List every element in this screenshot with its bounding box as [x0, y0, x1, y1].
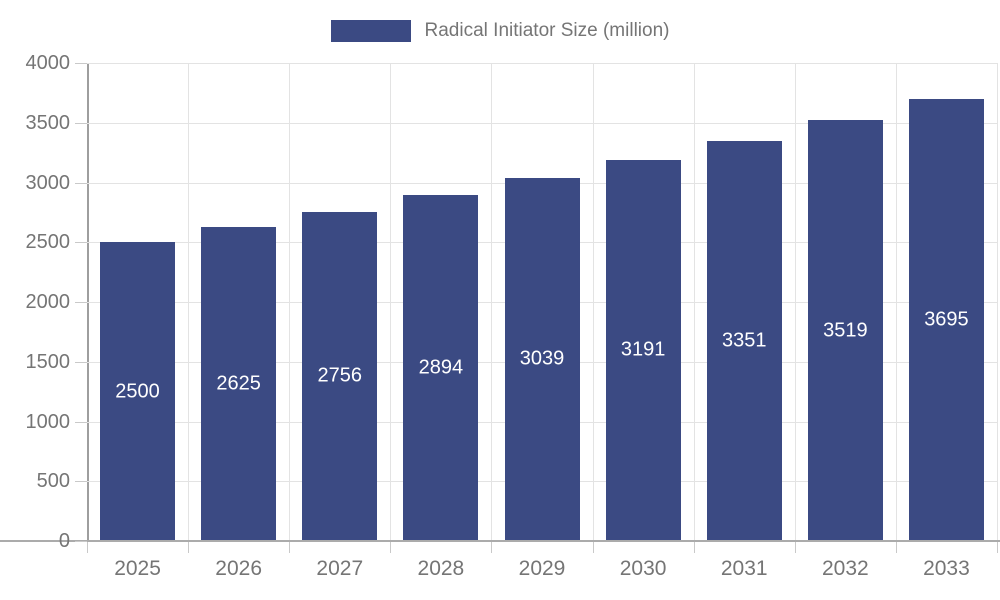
gridline-horizontal [87, 122, 997, 124]
bar-value-label: 3519 [823, 319, 868, 342]
x-axis-label: 2029 [518, 557, 566, 580]
bar-value-label: 3695 [924, 308, 969, 331]
bar-value-label: 2625 [216, 372, 261, 395]
bar[interactable]: 2500 [100, 242, 176, 541]
y-axis-tick [75, 302, 87, 303]
plot-area: 2500 2625 2756 2894 3039 3191 3351 3519 3695 [87, 63, 998, 541]
y-axis-label: 3500 [25, 111, 71, 134]
y-axis-tick [75, 541, 87, 542]
x-axis-tick [592, 542, 594, 553]
bar[interactable]: 3695 [908, 99, 984, 541]
y-axis-tick [75, 122, 87, 124]
y-axis-tick [75, 421, 87, 423]
y-axis-label: 500 [36, 470, 70, 493]
y-axis-label: 2500 [25, 231, 71, 254]
bar[interactable]: 2625 [201, 227, 277, 541]
legend-label: Radical Initiator Size (million) [424, 20, 670, 41]
bar-value-label: 3191 [620, 338, 666, 361]
y-axis-tick [75, 361, 87, 363]
x-axis-tick [794, 542, 796, 553]
bar[interactable]: 2894 [403, 195, 479, 541]
gridline-vertical [188, 63, 190, 541]
gridline-vertical [289, 63, 291, 541]
gridline-vertical [390, 63, 392, 541]
bar[interactable]: 3519 [807, 120, 883, 541]
x-axis-tick [895, 542, 897, 553]
y-axis-label: 0 [58, 530, 70, 552]
bar-value-label: 2894 [418, 356, 464, 379]
x-axis-label: 2025 [114, 557, 161, 580]
x-axis-label: 2028 [417, 557, 465, 580]
x-axis-label: 2027 [316, 557, 364, 580]
x-axis-tick [390, 542, 392, 553]
bar-value-label: 2756 [317, 364, 363, 387]
y-axis-label: 1000 [25, 410, 71, 433]
y-axis-label: 4000 [25, 52, 71, 74]
gridline-vertical [997, 63, 998, 541]
y-axis-label: 2000 [25, 291, 71, 313]
bar-value-label: 3351 [721, 329, 767, 352]
x-axis-label: 2031 [720, 557, 768, 580]
gridline-vertical [895, 63, 897, 541]
legend-swatch [330, 20, 411, 42]
bar-value-label: 3039 [519, 347, 565, 370]
bar-value-label: 2500 [115, 380, 160, 403]
x-axis-label: 2033 [923, 557, 970, 580]
x-axis-tick [188, 542, 190, 553]
y-axis-label: 3000 [25, 171, 71, 194]
x-axis-line [0, 540, 1000, 542]
gridline-vertical [491, 63, 493, 541]
bar[interactable]: 3039 [504, 177, 580, 541]
y-axis-label: 1500 [25, 350, 71, 373]
bar[interactable]: 3191 [605, 159, 681, 541]
y-axis-tick [75, 63, 87, 64]
bar[interactable]: 2756 [302, 211, 378, 541]
x-axis-label: 2030 [619, 557, 667, 580]
y-axis-tick [75, 242, 87, 244]
x-axis-label: 2032 [821, 557, 869, 580]
legend[interactable]: Radical Initiator Size (million) [0, 16, 1000, 46]
gridline-vertical [592, 63, 594, 541]
bar[interactable]: 3351 [706, 140, 782, 541]
gridline-vertical [693, 63, 695, 541]
gridline-vertical [794, 63, 796, 541]
x-axis-tick [693, 542, 695, 553]
x-axis-tick [87, 542, 88, 553]
y-axis-tick [75, 182, 87, 184]
x-axis-label: 2026 [215, 557, 263, 580]
x-axis-tick [491, 542, 493, 553]
y-axis-tick [75, 481, 87, 483]
x-axis-tick [289, 542, 291, 553]
gridline-horizontal [87, 63, 997, 64]
x-axis-tick [997, 542, 998, 553]
